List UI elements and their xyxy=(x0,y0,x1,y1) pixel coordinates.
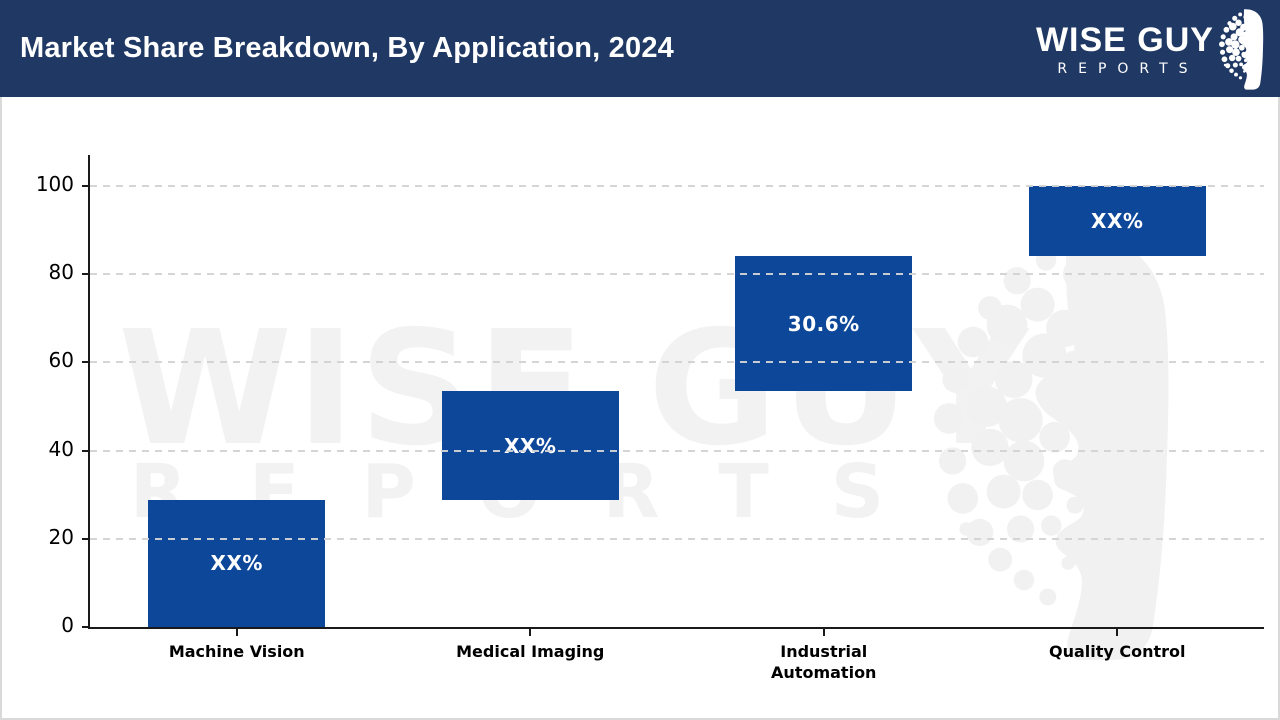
category-label-medical-imaging: Medical Imaging xyxy=(456,642,605,661)
bar-machine-vision: XX% xyxy=(148,499,326,627)
gridline-20 xyxy=(90,537,1264,540)
logo-text: WISE GUY REPORTS xyxy=(1036,21,1214,77)
y-tickmark-80 xyxy=(82,273,90,276)
y-tick-label-100: 100 xyxy=(35,171,74,196)
logo-wordmark: WISE GUY xyxy=(1035,21,1214,59)
category-label-quality-control: Quality Control xyxy=(1048,642,1186,661)
gridline-80 xyxy=(90,273,1264,276)
x-tickmark-medical-imaging xyxy=(529,629,532,636)
y-tick-label-80: 80 xyxy=(48,260,74,285)
logo-subtitle: REPORTS xyxy=(1057,61,1199,77)
header: Market Share Breakdown, By Application, … xyxy=(0,0,1280,97)
category-label-industrial-automation: Industrial Automation xyxy=(771,642,877,682)
bar-industrial-automation: 30.6% xyxy=(735,256,913,392)
wise-guy-reports-logo: WISE GUY REPORTS xyxy=(1036,4,1268,94)
bar-value-label: XX% xyxy=(1091,209,1144,234)
bar-value-label: XX% xyxy=(210,551,263,576)
y-tick-label-20: 20 xyxy=(48,524,74,549)
gridline-100 xyxy=(90,184,1264,187)
chart-canvas: WISE GUY REPORTS XX%XX%30.6%XX%020406080… xyxy=(0,97,1280,720)
y-tick-label-60: 60 xyxy=(48,348,74,373)
y-tickmark-40 xyxy=(82,449,90,452)
bar-medical-imaging: XX% xyxy=(441,391,619,500)
plot-area: XX% XX% 30.6% XX% 0 20 40 60 80 100 Machine Vision… xyxy=(2,97,1278,718)
watermark-dotted-head-icon xyxy=(933,232,1169,660)
bar-quality-control: XX% xyxy=(1028,185,1206,257)
gridline-60 xyxy=(90,361,1264,364)
y-tickmark-20 xyxy=(82,537,90,540)
x-axis-line xyxy=(88,627,1264,629)
y-tickmark-0 xyxy=(82,626,90,628)
x-tickmark-quality-control xyxy=(1116,629,1119,636)
x-tickmark-machine-vision xyxy=(235,629,238,636)
bar-value-label: 30.6% xyxy=(787,311,860,336)
category-label-machine-vision: Machine Vision xyxy=(168,642,305,661)
bar-value-label: XX% xyxy=(504,433,557,458)
y-tickmark-60 xyxy=(82,361,90,364)
y-axis-line xyxy=(88,155,90,629)
y-tick-label-40: 40 xyxy=(48,436,74,461)
page-title: Market Share Breakdown, By Application, … xyxy=(20,32,674,64)
dotted-head-icon xyxy=(1219,9,1264,90)
x-tickmark-industrial-automation xyxy=(822,629,825,636)
gridline-40 xyxy=(90,449,1264,452)
y-tick-label-0: 0 xyxy=(61,613,74,637)
y-tickmark-100 xyxy=(82,184,90,187)
